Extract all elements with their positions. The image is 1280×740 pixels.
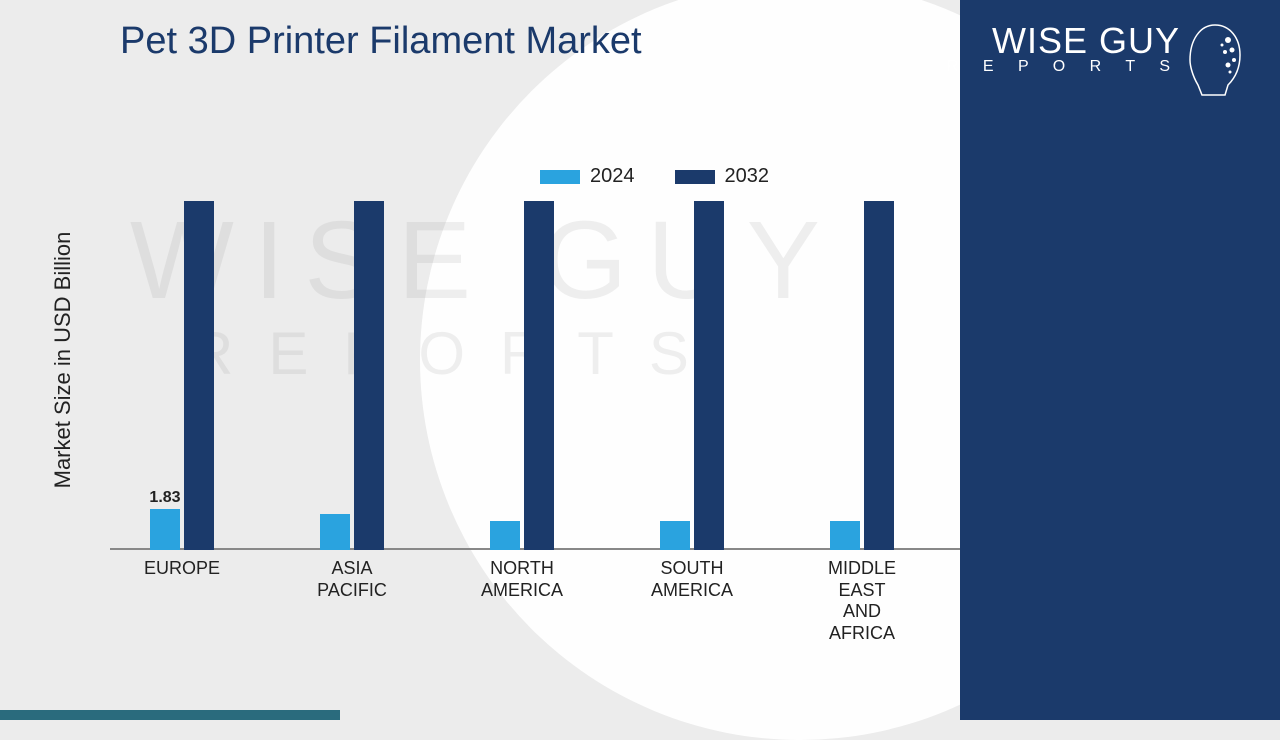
bar-2032 [524,201,554,550]
logo-text-sub: R E P O R T S [947,58,1180,76]
legend-item-2032: 2032 [675,165,770,188]
legend-item-2024: 2024 [540,165,635,188]
category-label: NORTH AMERICA [452,558,592,601]
bar-2032 [864,201,894,550]
bar-2032 [694,201,724,550]
category-label: SOUTH AMERICA [622,558,762,601]
legend-label-2024: 2024 [590,165,635,188]
plot-area: 1.83EUROPEASIA PACIFICNORTH AMERICASOUTH… [110,190,960,550]
category-label: MIDDLE EAST AND AFRICA [792,558,932,644]
bar-2024 [490,521,520,550]
legend-swatch-2024 [540,170,580,184]
bar-2024: 1.83 [150,509,180,550]
bar-value-label: 1.83 [149,489,180,507]
chart-title: Pet 3D Printer Filament Market [120,20,642,63]
legend: 2024 2032 [540,165,769,188]
bar-2032 [184,201,214,550]
head-icon [1180,20,1250,100]
category-label: EUROPE [112,558,252,580]
bar-2024 [660,521,690,550]
brand-logo: WISE GUY R E P O R T S [947,20,1250,76]
legend-swatch-2032 [675,170,715,184]
bar-2032 [354,201,384,550]
bar-2024 [320,514,350,550]
yaxis-label: Market Size in USD Billion [50,232,76,489]
logo-text-main: WISE GUY [947,20,1180,62]
right-panel [960,0,1280,720]
category-label: ASIA PACIFIC [282,558,422,601]
bottom-accent-bar [0,710,340,720]
bar-2024 [830,521,860,550]
legend-label-2032: 2032 [725,165,770,188]
